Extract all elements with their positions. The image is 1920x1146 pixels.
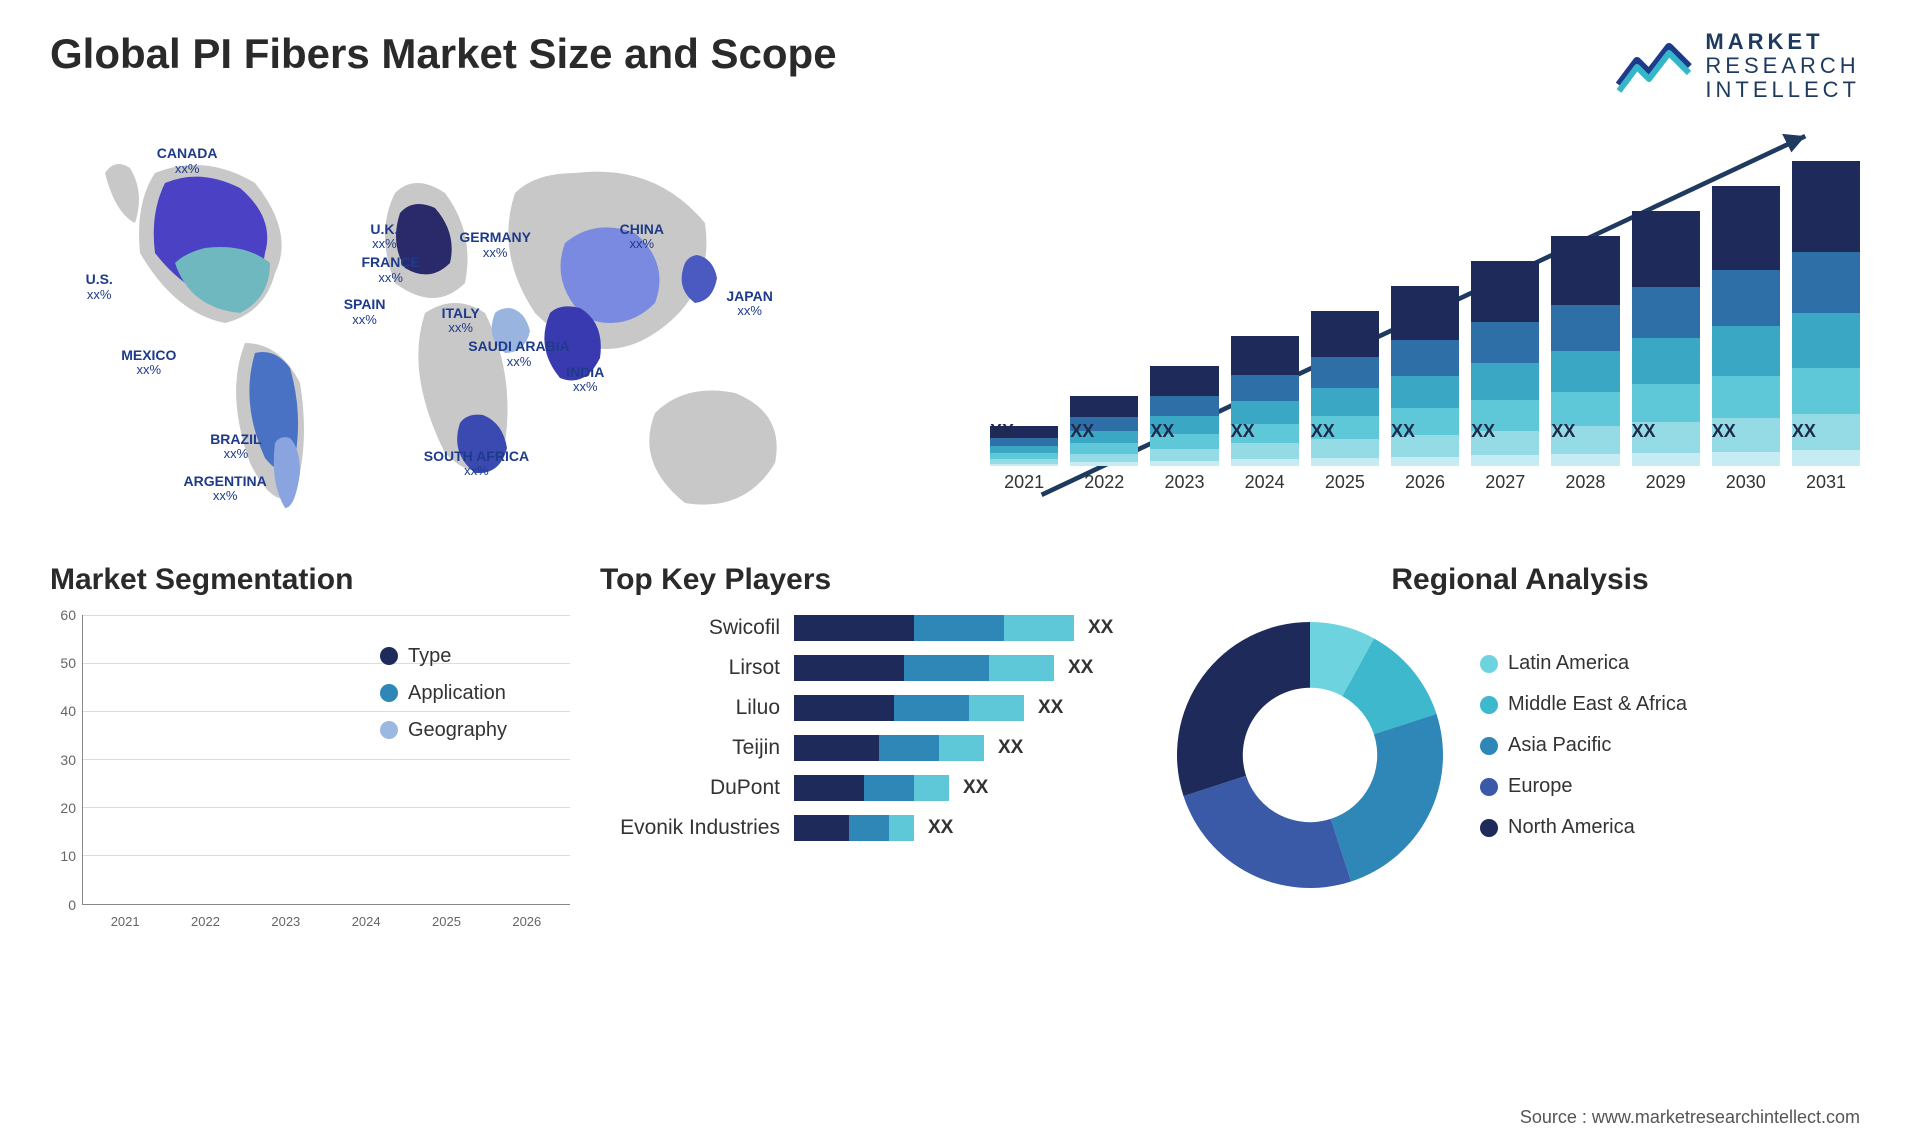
map-label: JAPANxx% [726, 289, 772, 319]
regional-panel: Regional Analysis Latin America Middle Ea… [1170, 563, 1870, 913]
regional-legend: Latin America Middle East & Africa Asia Pa… [1480, 652, 1687, 857]
player-row: SwicofilXX [600, 615, 1140, 641]
forecast-bar: XX2022 [1070, 396, 1138, 493]
legend-item: Latin America [1480, 652, 1687, 675]
legend-item: Asia Pacific [1480, 734, 1687, 757]
logo-line2: RESEARCH [1705, 54, 1860, 78]
players-chart: SwicofilXX LirsotXX LiluoXX TeijinXX DuPontX… [600, 615, 1140, 841]
map-label: BRAZILxx% [210, 432, 261, 462]
legend-item: Geography [380, 719, 580, 742]
forecast-bar: XX2026 [1391, 286, 1459, 493]
map-label: INDIAxx% [566, 365, 604, 395]
forecast-bar: XX2025 [1311, 311, 1379, 493]
map-label: CHINAxx% [620, 222, 664, 252]
world-map: CANADAxx% U.S.xx% MEXICOxx% BRAZILxx% ARGENT… [50, 113, 940, 533]
map-label: GERMANYxx% [459, 230, 531, 260]
segmentation-title: Market Segmentation [50, 563, 570, 597]
forecast-bar: XX2030 [1712, 186, 1780, 493]
segmentation-chart: 0102030405060 202120222023202420252026 T… [50, 615, 570, 905]
map-label: FRANCExx% [362, 255, 420, 285]
donut-slice [1331, 713, 1443, 881]
map-label: ITALYxx% [442, 306, 480, 336]
logo-line3: INTELLECT [1705, 78, 1860, 102]
forecast-chart: XX2021XX2022XX2023XX2024XX2025XX2026XX20… [980, 113, 1870, 533]
forecast-bar: XX2028 [1551, 236, 1619, 493]
forecast-bar: XX2023 [1150, 366, 1218, 493]
legend-item: Middle East & Africa [1480, 693, 1687, 716]
source-text: Source : www.marketresearchintellect.com [1520, 1107, 1860, 1128]
player-row: LirsotXX [600, 655, 1140, 681]
legend-item: Type [380, 645, 580, 668]
legend-item: Application [380, 682, 580, 705]
forecast-bar: XX2027 [1471, 261, 1539, 493]
player-row: LiluoXX [600, 695, 1140, 721]
map-label: CANADAxx% [157, 146, 218, 176]
map-label: SPAINxx% [344, 297, 386, 327]
players-panel: Top Key Players SwicofilXX LirsotXX LiluoX… [600, 563, 1140, 913]
player-row: DuPontXX [600, 775, 1140, 801]
logo-mark-icon [1615, 37, 1693, 95]
segmentation-legend: Type Application Geography [380, 645, 580, 756]
players-title: Top Key Players [600, 563, 1140, 597]
legend-item: Europe [1480, 775, 1687, 798]
regional-donut-chart [1170, 615, 1450, 895]
donut-slice [1184, 775, 1352, 887]
donut-slice [1177, 622, 1310, 796]
legend-item: North America [1480, 816, 1687, 839]
regional-title: Regional Analysis [1170, 563, 1870, 597]
map-label: U.K.xx% [370, 222, 398, 252]
forecast-bar: XX2021 [990, 426, 1058, 493]
brand-logo: MARKET RESEARCH INTELLECT [1615, 30, 1860, 103]
segmentation-panel: Market Segmentation 0102030405060 202120… [50, 563, 570, 913]
map-label: MEXICOxx% [121, 348, 176, 378]
logo-line1: MARKET [1705, 30, 1860, 54]
page-title: Global PI Fibers Market Size and Scope [50, 30, 837, 78]
player-row: TeijinXX [600, 735, 1140, 761]
forecast-bar: XX2031 [1792, 161, 1860, 493]
player-row: Evonik IndustriesXX [600, 815, 1140, 841]
map-label: U.S.xx% [86, 272, 113, 302]
map-label: ARGENTINAxx% [184, 474, 267, 504]
forecast-bar: XX2029 [1632, 211, 1700, 493]
map-label: SOUTH AFRICAxx% [424, 449, 529, 479]
forecast-bar: XX2024 [1231, 336, 1299, 493]
map-label: SAUDI ARABIAxx% [468, 339, 569, 369]
